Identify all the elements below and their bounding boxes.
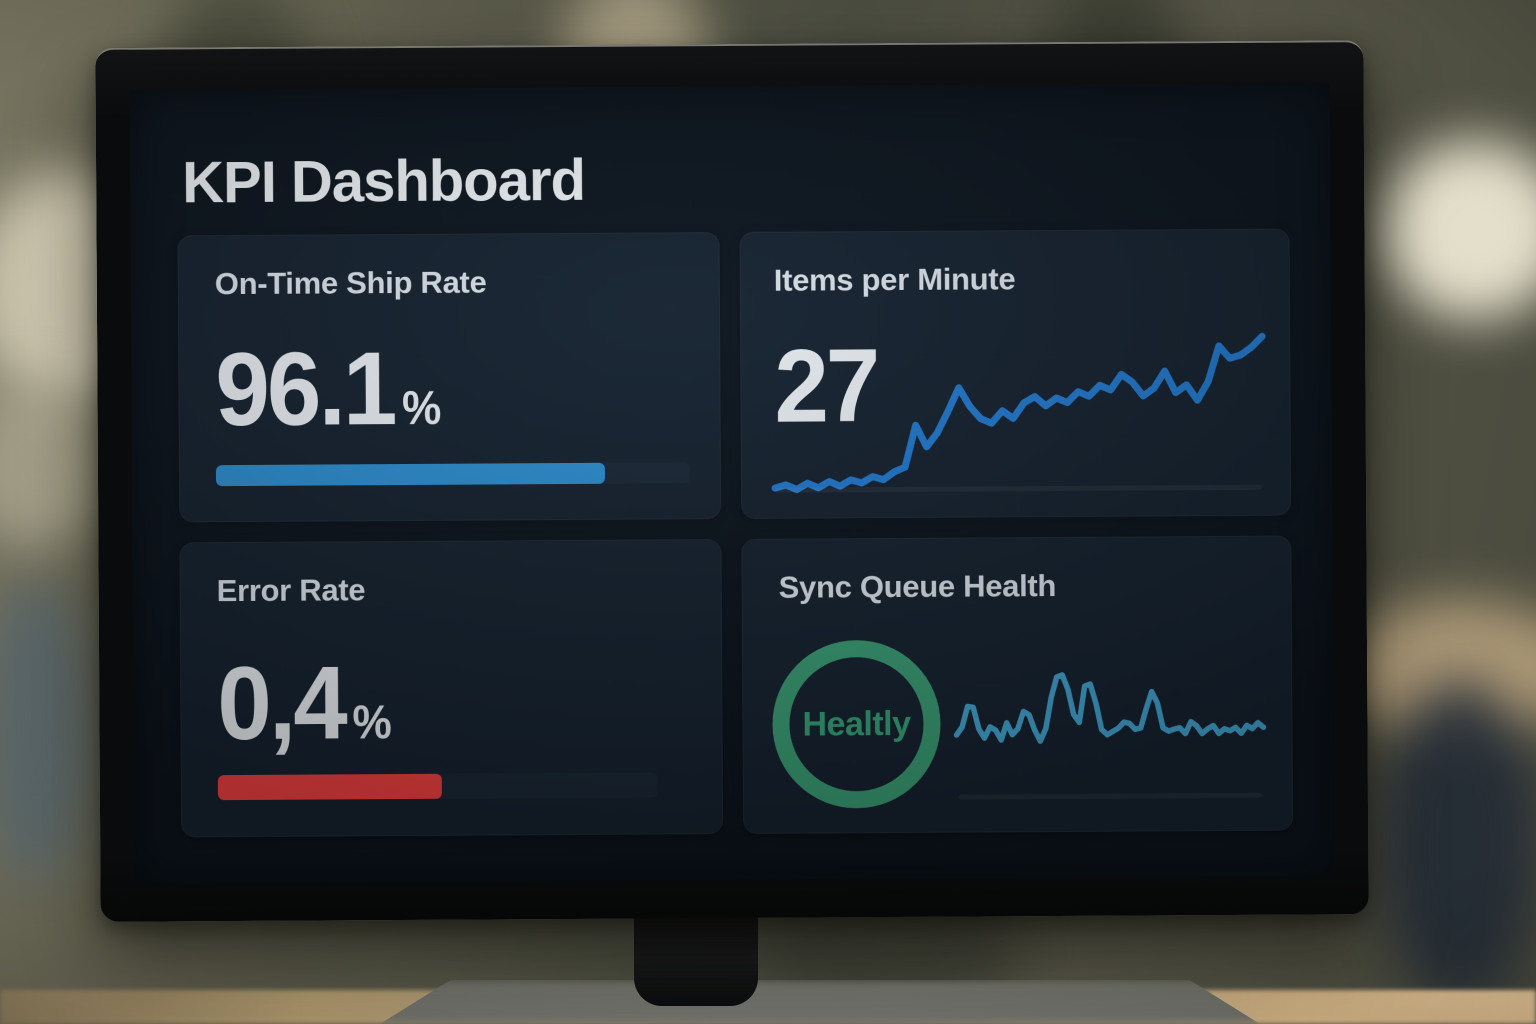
percent-sign: % [401,380,442,435]
error-rate-progress-track [217,772,658,801]
sync-queue-sparkline [956,674,1263,742]
card-sync-queue-health: Sync Queue Health Healtly [741,535,1294,834]
background-chair-blob [1380,680,1536,1010]
kpi-card-grid: On-Time Ship Rate 96.1% Items per Minute… [177,228,1294,838]
value-number: 96.1 [215,331,395,449]
background-blue-blob [0,580,90,880]
card-items-per-minute: Items per Minute 27 [739,228,1292,519]
value-number: 0,4 [216,645,346,763]
monitor-bezel: KPI Dashboard On-Time Ship Rate 96.1% It… [95,40,1369,922]
error-rate-progress-fill [217,773,443,801]
error-rate-value: 0,4% [217,645,392,762]
health-status-ring: Healtly [771,639,941,809]
card-title: Items per Minute [773,261,1016,298]
card-on-time-ship-rate: On-Time Ship Rate 96.1% [177,232,722,523]
on-time-ship-rate-progress-fill [215,462,605,487]
dashboard-screen: KPI Dashboard On-Time Ship Rate 96.1% It… [129,82,1335,884]
dashboard-title: KPI Dashboard [181,147,586,216]
monitor-stand-base [380,980,1260,1024]
card-title: Error Rate [216,572,366,609]
background-light-blob [1380,140,1536,320]
card-title: Sync Queue Health [778,568,1057,605]
card-title: On-Time Ship Rate [214,264,487,302]
on-time-ship-rate-progress-track [215,462,691,487]
on-time-ship-rate-value: 96.1% [215,331,442,448]
items-per-minute-sparkline [774,335,1263,493]
percent-sign: % [352,695,392,749]
health-status-label: Healtly [802,704,911,744]
card-error-rate: Error Rate 0,4% [179,539,724,838]
sparkline-baseline [958,792,1262,800]
